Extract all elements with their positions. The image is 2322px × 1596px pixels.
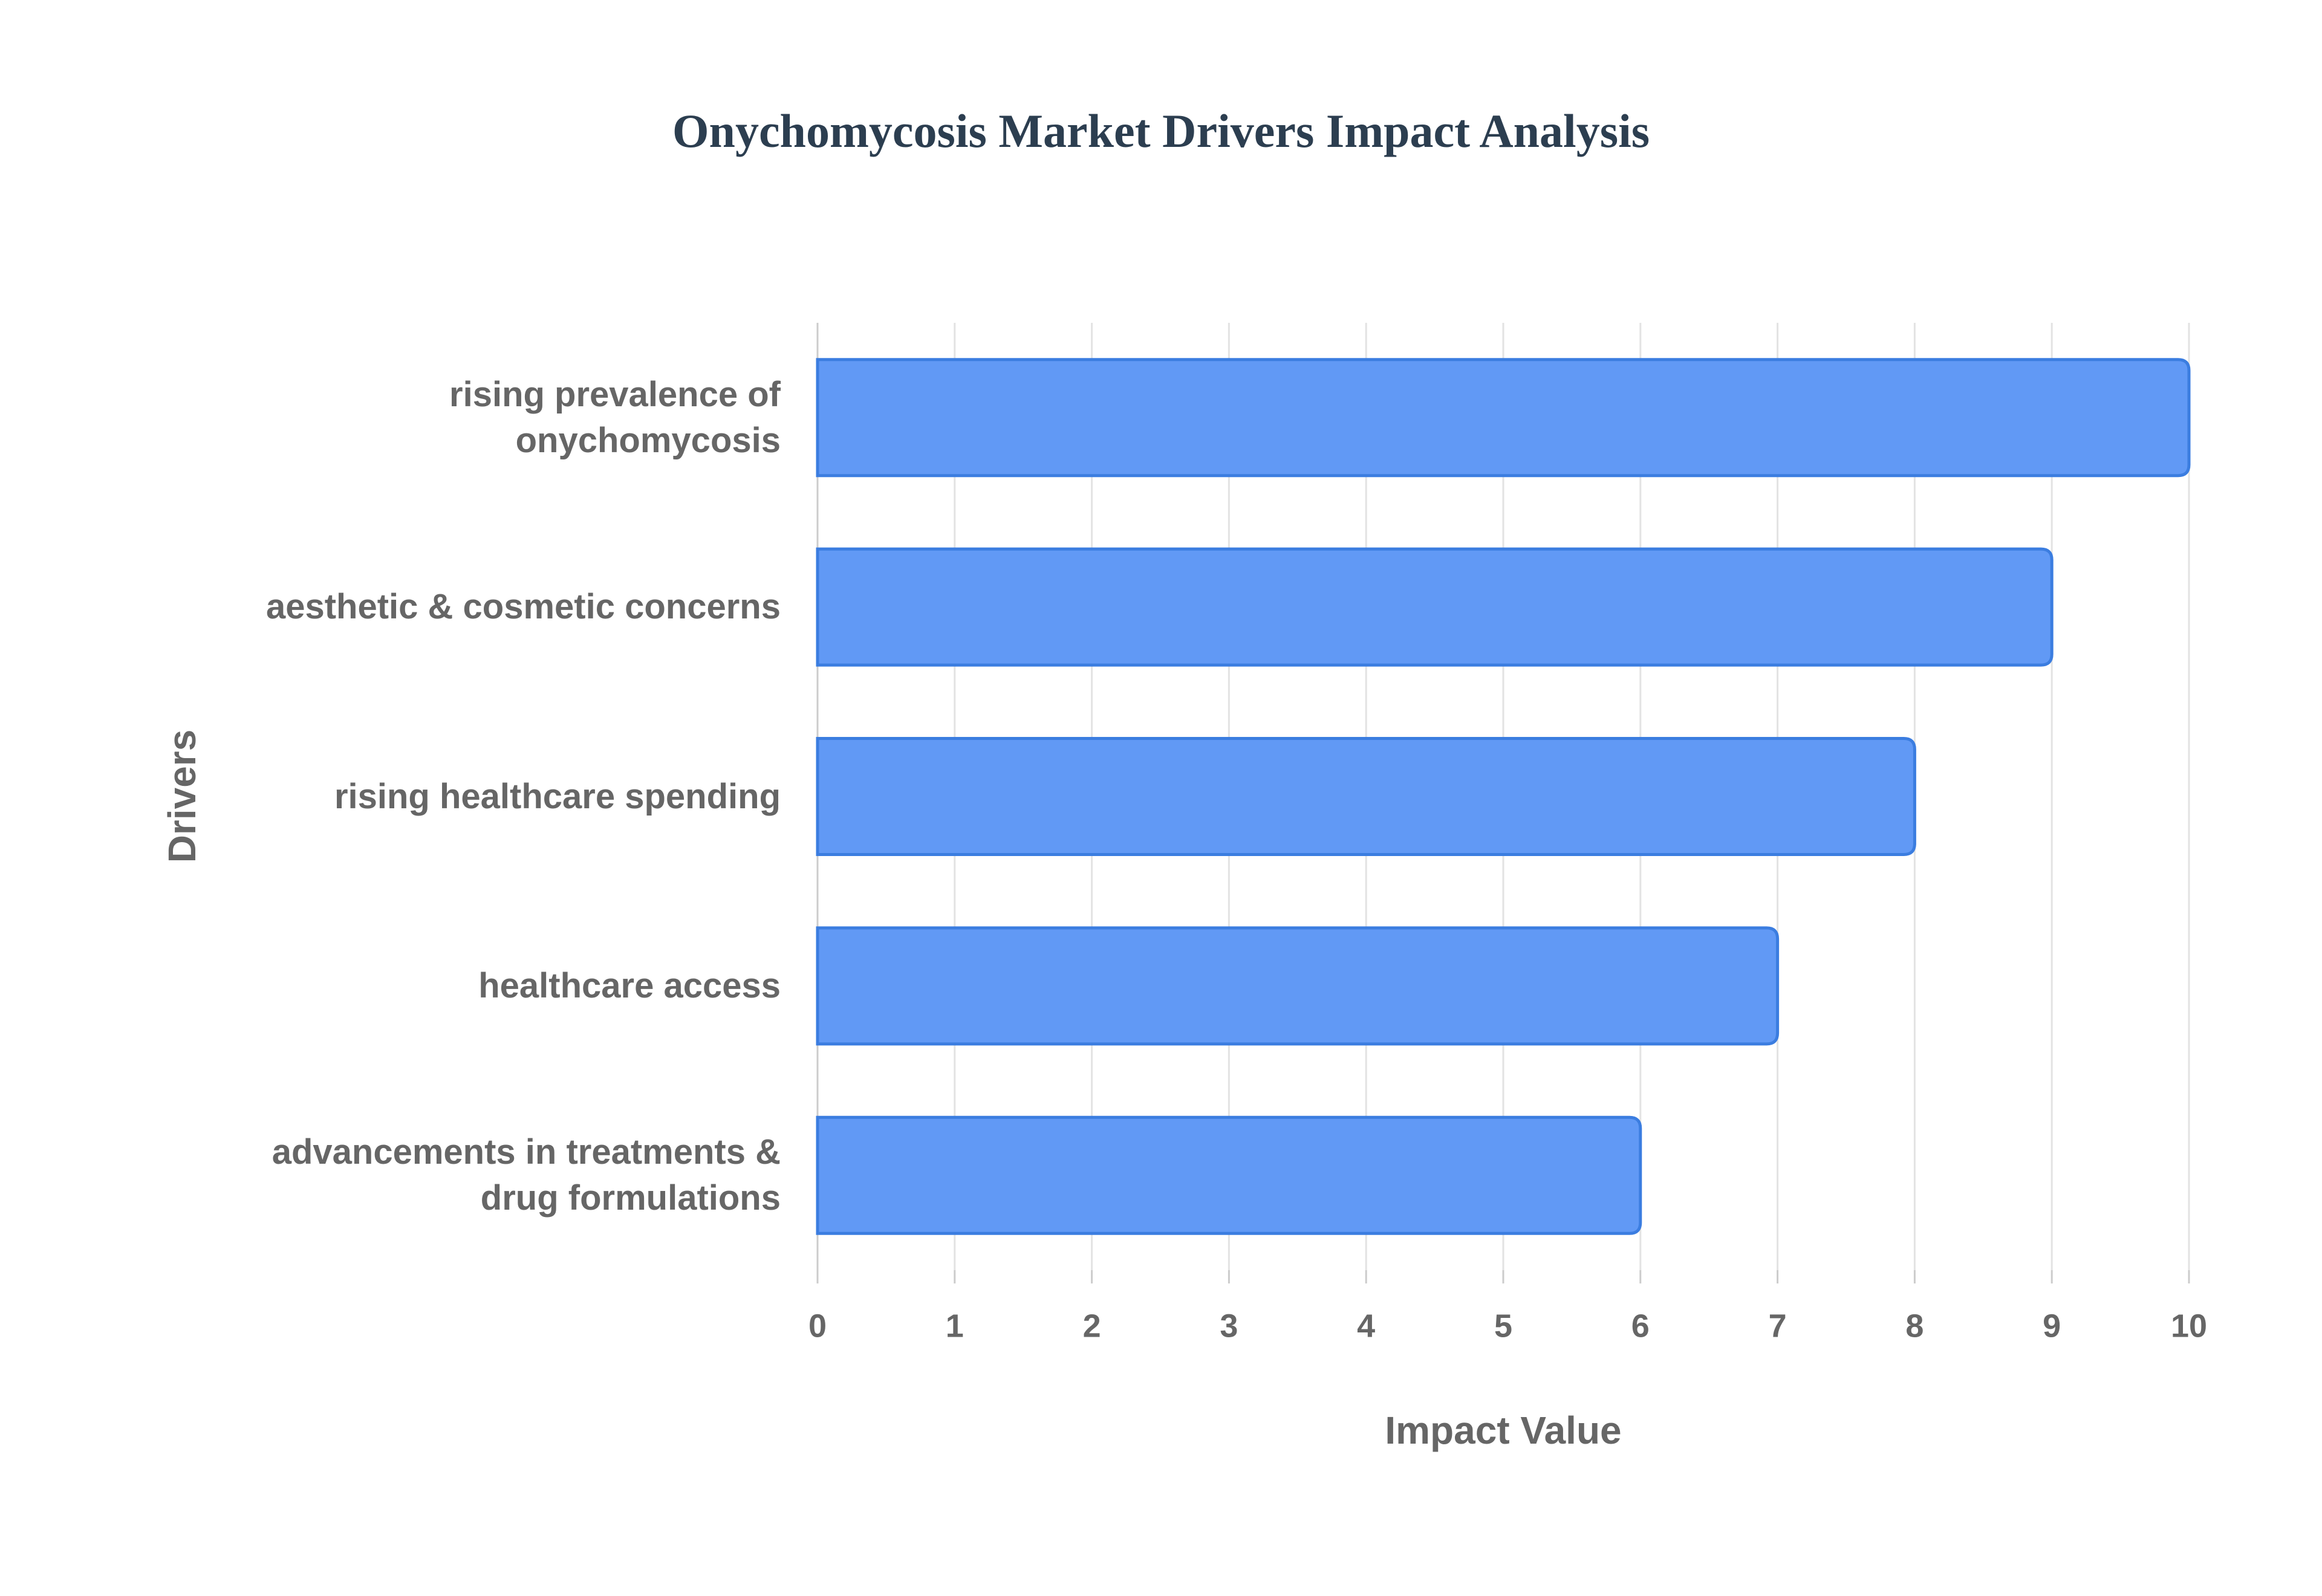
x-tick-label: 4 bbox=[1357, 1308, 1375, 1344]
bar bbox=[816, 358, 2191, 478]
x-tick-label: 0 bbox=[808, 1308, 827, 1344]
bar bbox=[816, 737, 1916, 856]
x-tick-label: 5 bbox=[1494, 1308, 1512, 1344]
y-axis-label: Drivers bbox=[160, 730, 204, 863]
x-tick-label: 8 bbox=[1905, 1308, 1924, 1344]
y-tick-label: healthcare access bbox=[478, 965, 781, 1005]
bar bbox=[816, 1115, 1642, 1235]
y-tick-label: rising prevalence of onychomycosis bbox=[449, 374, 781, 460]
bar bbox=[816, 547, 2054, 667]
x-tick-label: 6 bbox=[1631, 1308, 1650, 1344]
x-axis-label: Impact Value bbox=[1385, 1409, 1621, 1452]
bar bbox=[816, 926, 1780, 1046]
x-tick-label: 10 bbox=[2171, 1308, 2207, 1344]
x-tick-label: 9 bbox=[2043, 1308, 2061, 1344]
y-tick-label: aesthetic & cosmetic concerns bbox=[265, 587, 781, 627]
x-tick-label: 1 bbox=[946, 1308, 964, 1344]
y-tick-label: rising healthcare spending bbox=[334, 776, 781, 816]
x-tick-label: 2 bbox=[1083, 1308, 1101, 1344]
y-tick-label: advancements in treatments & drug formul… bbox=[272, 1132, 781, 1218]
x-tick-label: 7 bbox=[1769, 1308, 1787, 1344]
x-tick-label: 3 bbox=[1220, 1308, 1238, 1344]
chart-title: Onychomycosis Market Drivers Impact Anal… bbox=[672, 105, 1650, 157]
